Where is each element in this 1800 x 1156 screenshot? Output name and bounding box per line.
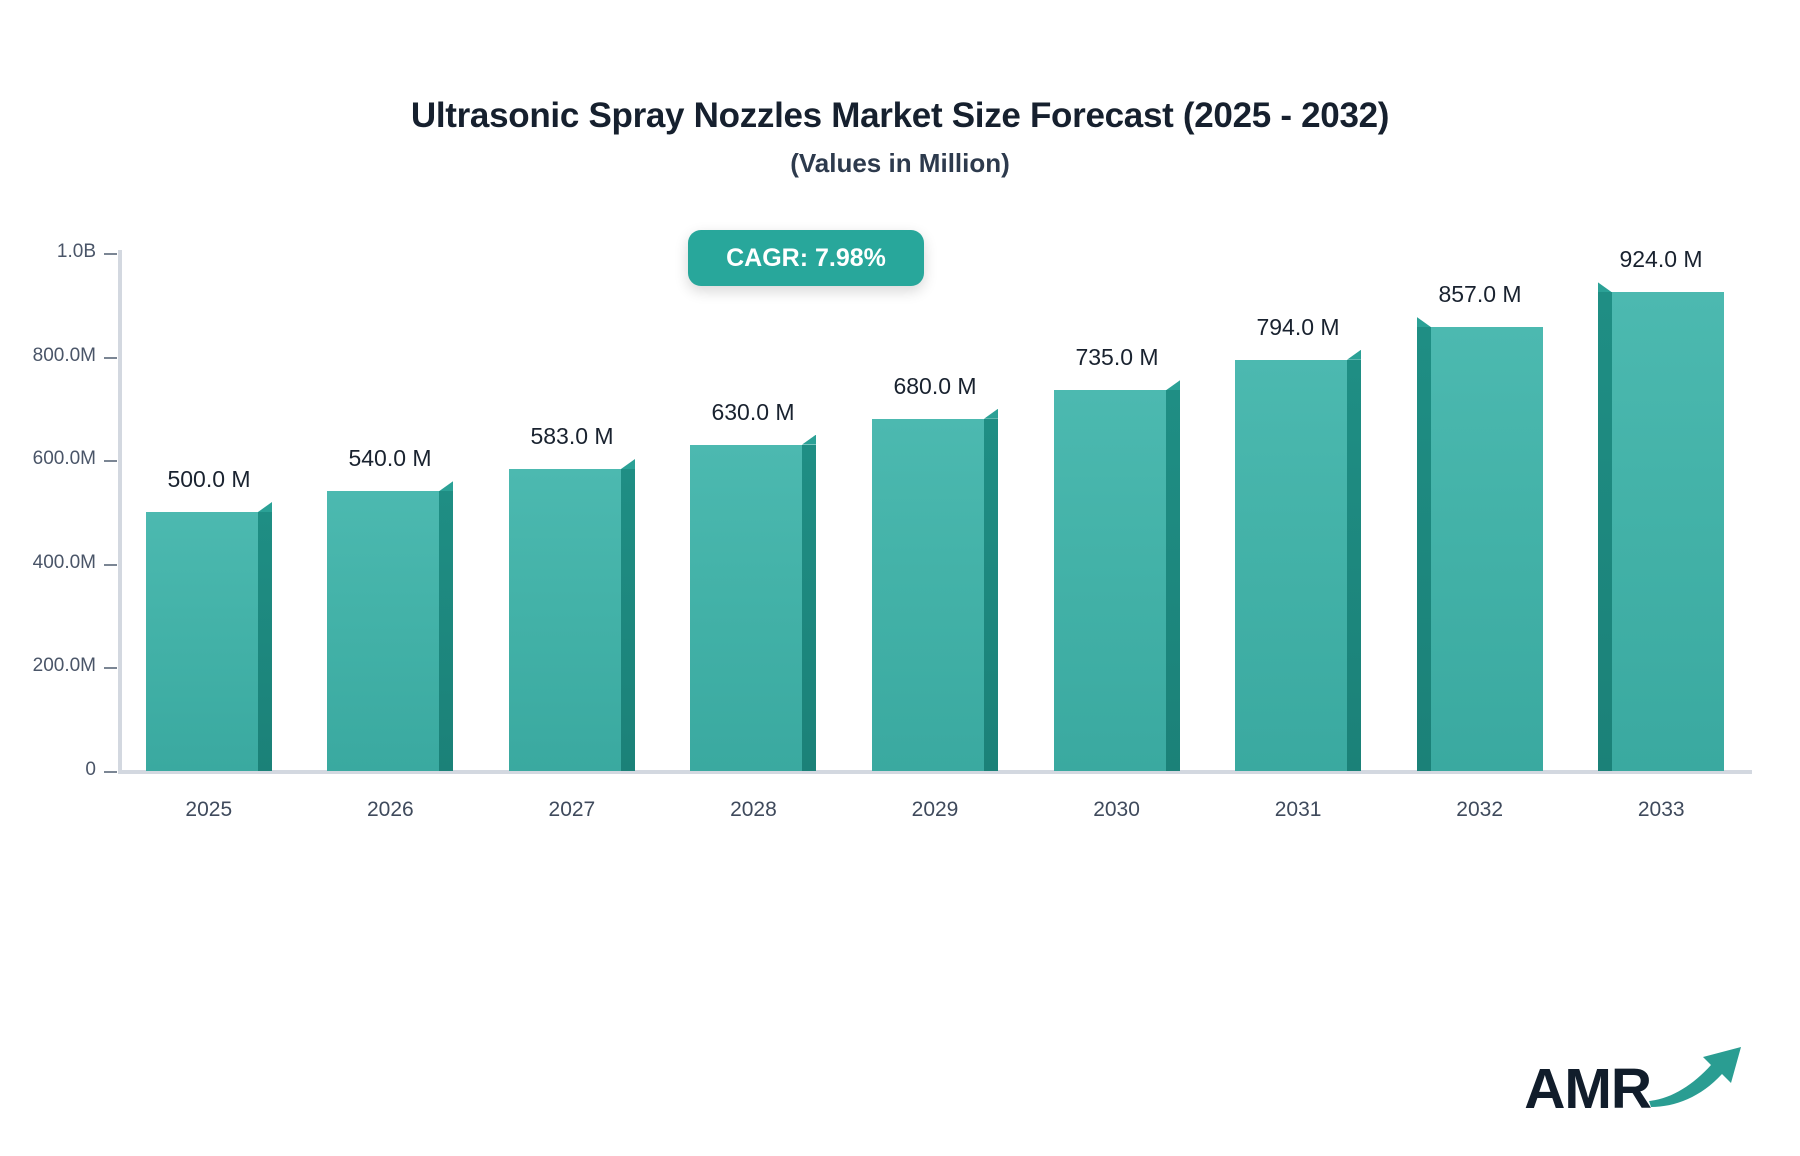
y-axis-tick-mark <box>104 771 117 773</box>
bar-side-face <box>439 491 453 771</box>
x-axis-tick-label: 2033 <box>1637 798 1685 821</box>
bar-2030[interactable]: 735.0 M <box>1054 344 1180 771</box>
bar-front-face <box>1612 292 1724 771</box>
bar-value-label: 630.0 M <box>711 398 795 425</box>
bar-front-face <box>509 469 621 771</box>
bar-side-face <box>1166 390 1180 771</box>
bar-value-label: 735.0 M <box>1075 344 1159 371</box>
bar-value-label: 924.0 M <box>1619 246 1703 273</box>
bar-2025[interactable]: 500.0 M <box>146 466 272 771</box>
bar-value-label: 794.0 M <box>1256 313 1340 340</box>
y-axis-tick-mark <box>104 460 117 463</box>
amr-wordmark: AMR <box>1524 1057 1652 1121</box>
bar-2031[interactable]: 794.0 M <box>1235 314 1361 771</box>
bar-body <box>1417 317 1543 771</box>
bar-side-face <box>258 512 272 771</box>
bar-body <box>1235 349 1361 771</box>
bar-2029[interactable]: 680.0 M <box>872 373 998 771</box>
y-axis-tick-label: 200.0M <box>32 655 96 677</box>
bar-2028[interactable]: 630.0 M <box>690 399 816 771</box>
y-axis-tick-label: 400.0M <box>32 551 96 573</box>
bar-body <box>1054 380 1180 771</box>
y-axis-tick-mark <box>104 356 117 359</box>
y-axis-tick-label: 1.0B <box>56 241 96 262</box>
x-axis-line <box>118 770 1752 774</box>
bar-top-face <box>1598 282 1612 293</box>
cagr-badge-label: CAGR: 7.98% <box>726 243 886 272</box>
bar-top-face <box>621 459 635 469</box>
x-axis-tick-label: 2027 <box>548 798 596 821</box>
y-axis-tick-mark <box>104 563 117 566</box>
x-axis-tick-label: 2025 <box>185 798 233 821</box>
bar-value-label: 500.0 M <box>167 466 251 492</box>
bar-body <box>690 434 816 771</box>
y-axis-tick-label: 0 <box>85 759 96 780</box>
chart-subtitle: (Values in Million) <box>790 148 1010 178</box>
x-axis-tick-label: 2032 <box>1456 798 1504 821</box>
x-axis-tick-label: 2030 <box>1093 798 1140 821</box>
growth-arrow-icon <box>1645 1039 1745 1114</box>
x-axis-tick-label: 2028 <box>730 798 777 821</box>
x-axis-tick-label: 2031 <box>1274 798 1322 821</box>
bar-top-face <box>258 502 272 512</box>
y-axis-tick-label: 600.0M <box>32 448 96 470</box>
x-axis-tick-label: 2029 <box>911 798 959 821</box>
bar-front-face <box>690 444 802 771</box>
y-axis-tick-mark <box>104 667 117 670</box>
bar-side-face <box>621 469 635 771</box>
bar-top-face <box>802 434 816 445</box>
bar-side-face <box>1417 327 1431 771</box>
y-axis-tick-mark <box>104 253 117 255</box>
bar-body <box>1598 282 1724 771</box>
bar-value-label: 680.0 M <box>893 372 977 399</box>
bar-side-face <box>802 444 816 771</box>
bar-body <box>146 502 272 771</box>
bar-top-face <box>439 481 453 492</box>
bar-body <box>327 481 453 771</box>
bar-2033[interactable]: 924.0 M <box>1598 246 1724 771</box>
bar-value-label: 583.0 M <box>530 423 614 449</box>
bar-body <box>872 408 998 771</box>
y-axis-line <box>118 250 122 772</box>
bar-2027[interactable]: 583.0 M <box>509 423 635 771</box>
bar-top-face <box>1417 317 1431 328</box>
bar-2026[interactable]: 540.0 M <box>327 445 453 771</box>
bar-2032[interactable]: 857.0 M <box>1417 281 1543 771</box>
amr-logo: AMR <box>1524 1039 1745 1118</box>
bar-body <box>509 459 635 771</box>
bar-front-face <box>1235 359 1347 771</box>
bar-side-face <box>984 418 998 771</box>
x-axis-tick-label: 2026 <box>366 798 414 821</box>
bar-value-label: 540.0 M <box>348 445 432 472</box>
page-title: Ultrasonic Spray Nozzles Market Size For… <box>410 96 1390 135</box>
bar-top-face <box>1166 380 1180 391</box>
bar-front-face <box>146 512 258 771</box>
bar-top-face <box>984 408 998 419</box>
bar-top-face <box>1347 349 1361 360</box>
cagr-badge: CAGR: 7.98% <box>688 230 924 286</box>
bar-front-face <box>872 418 984 771</box>
bar-side-face <box>1347 359 1361 771</box>
y-axis-tick-label: 800.0M <box>32 344 96 366</box>
bar-front-face <box>1054 390 1166 771</box>
bar-front-face <box>327 491 439 771</box>
bar-front-face <box>1431 327 1543 771</box>
bar-side-face <box>1598 292 1612 771</box>
bar-value-label: 857.0 M <box>1438 281 1522 308</box>
